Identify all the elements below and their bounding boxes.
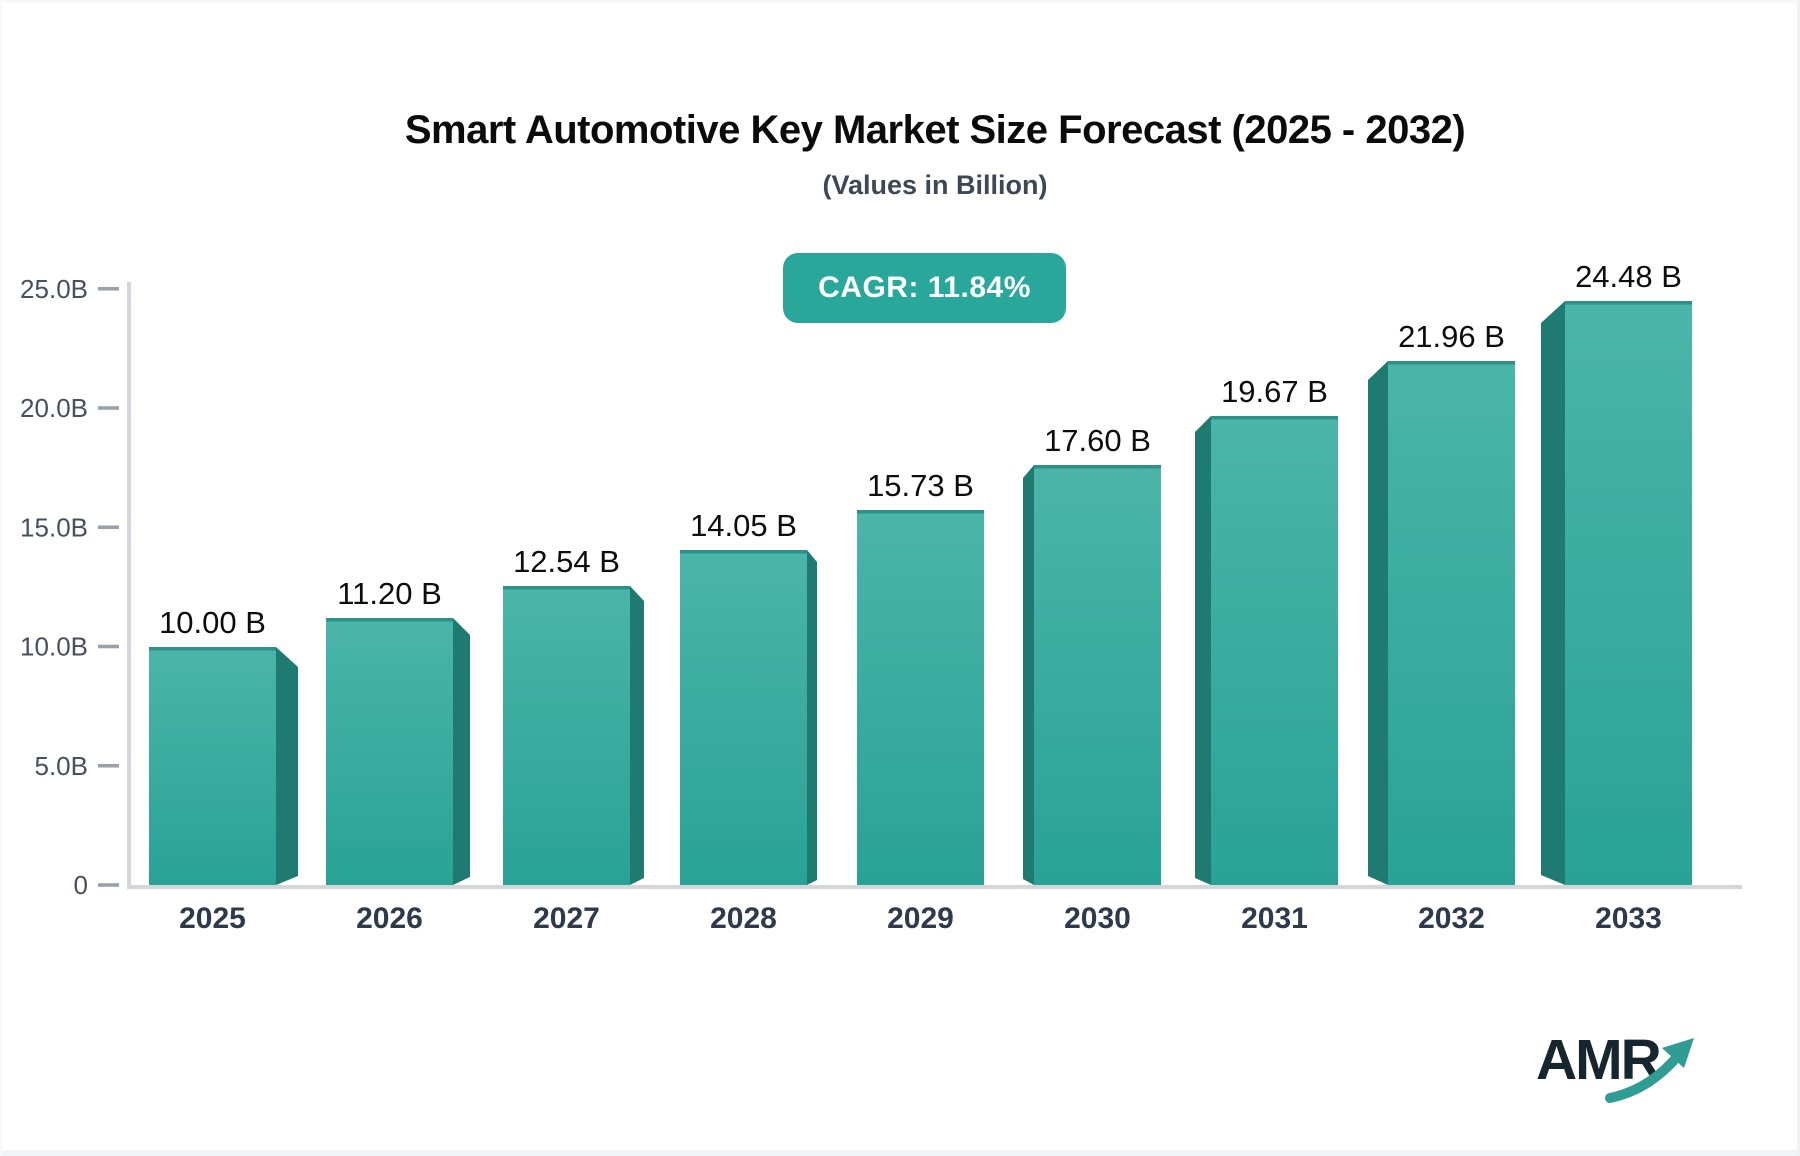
- bar-top-edge: [1565, 301, 1692, 305]
- x-axis-label-2026: 2026: [356, 902, 423, 935]
- bar-value-label: 15.73 B: [867, 468, 974, 503]
- page-border-top: [0, 0, 1800, 3]
- bar-side-face: [1368, 361, 1388, 885]
- x-axis-label-2027: 2027: [533, 902, 600, 935]
- bar-2027: 12.54 B 2027: [503, 544, 644, 935]
- bar-side-face: [1023, 465, 1034, 885]
- bar-top-edge: [857, 510, 984, 514]
- bar-side-face: [630, 586, 644, 885]
- chart-header: Smart Automotive Key Market Size Forecas…: [70, 0, 1800, 201]
- growth-arrow-icon: [1605, 1038, 1694, 1103]
- bar-2030: 17.60 B 2030: [1023, 423, 1161, 935]
- y-axis-tick-25.0B: [98, 286, 119, 291]
- y-axis-tick-label-10.0B: 10.0B: [20, 632, 88, 662]
- bar-value-label: 10.00 B: [159, 605, 266, 640]
- x-axis-label-2033: 2033: [1595, 902, 1662, 935]
- amr-logo-text: AMR: [1536, 1028, 1662, 1092]
- x-axis-line: [127, 885, 1742, 889]
- growth-arrow-shaft: [1605, 1053, 1681, 1103]
- bar-front-face: [857, 510, 984, 885]
- bar-side-face: [1195, 416, 1211, 885]
- bar-front-face: [503, 586, 630, 885]
- y-axis-tick-label-25.0B: 25.0B: [20, 274, 88, 304]
- bar-2031: 19.67 B 2031: [1195, 374, 1338, 935]
- x-axis-label-2028: 2028: [710, 902, 777, 935]
- bar-value-label: 24.48 B: [1575, 259, 1682, 294]
- y-axis-tick-10.0B: [98, 644, 119, 649]
- y-axis-tick-label-15.0B: 15.0B: [20, 512, 88, 542]
- cagr-badge: CAGR: 11.84%: [783, 253, 1066, 323]
- bar-2026: 11.20 B 2026: [326, 576, 470, 935]
- x-axis-label-2030: 2030: [1064, 902, 1131, 935]
- bar-side-face: [807, 550, 817, 885]
- bar-value-label: 11.20 B: [337, 576, 442, 611]
- bar-front-face: [1034, 465, 1161, 885]
- page-border-bottom: [0, 1150, 1800, 1156]
- bar-top-edge: [326, 618, 453, 622]
- bar-top-edge: [1388, 361, 1515, 365]
- bar-front-face: [1388, 361, 1515, 885]
- x-axis-label-2029: 2029: [887, 902, 954, 935]
- bar-2028: 14.05 B 2028: [680, 508, 817, 935]
- bar-2025: 10.00 B 2025: [149, 605, 298, 935]
- bar-top-edge: [503, 586, 630, 590]
- y-axis-tick-label-0: 0: [74, 870, 88, 900]
- page-border-right: [1797, 0, 1800, 1156]
- x-axis-label-2032: 2032: [1418, 902, 1485, 935]
- x-axis-label-2031: 2031: [1241, 902, 1308, 935]
- bar-value-label: 19.67 B: [1221, 374, 1328, 409]
- bar-front-face: [680, 550, 807, 885]
- x-axis-label-2025: 2025: [179, 902, 246, 935]
- bar-2033: 24.48 B 2033: [1541, 259, 1692, 935]
- bar-top-edge: [149, 647, 276, 651]
- bar-value-label: 17.60 B: [1044, 423, 1151, 458]
- bar-value-label: 21.96 B: [1398, 319, 1505, 354]
- y-axis-tick-label-5.0B: 5.0B: [35, 751, 89, 781]
- bar-top-edge: [1211, 416, 1338, 420]
- y-axis-tick-0: [98, 883, 119, 887]
- y-axis-tick-5.0B: [98, 763, 119, 768]
- bar-top-edge: [680, 550, 807, 554]
- y-axis-tick-15.0B: [98, 525, 119, 530]
- chart-subtitle: (Values in Billion): [822, 170, 1048, 200]
- bar-side-face: [453, 618, 470, 885]
- page-border-left: [0, 0, 2, 1156]
- bar-side-face: [276, 647, 298, 885]
- amr-logo: AMR: [1530, 1032, 1720, 1116]
- bar-2032: 21.96 B 2032: [1368, 319, 1515, 935]
- bar-side-face: [1541, 301, 1565, 885]
- bar-front-face: [149, 647, 276, 885]
- bar-top-edge: [1034, 465, 1161, 469]
- bar-value-label: 14.05 B: [690, 508, 797, 543]
- bar-2029: 15.73 B 2029: [857, 468, 984, 935]
- bar-value-label: 12.54 B: [513, 544, 620, 579]
- bar-front-face: [326, 618, 453, 885]
- bar-front-face: [1211, 416, 1338, 885]
- chart-title: Smart Automotive Key Market Size Forecas…: [404, 108, 1466, 152]
- bar-front-face: [1565, 301, 1692, 885]
- y-axis-tick-20.0B: [98, 406, 119, 410]
- cagr-badge-label: CAGR: 11.84%: [818, 271, 1031, 304]
- y-axis-line: [127, 282, 131, 889]
- growth-arrow-head: [1662, 1038, 1694, 1068]
- y-axis-tick-label-20.0B: 20.0B: [20, 393, 88, 423]
